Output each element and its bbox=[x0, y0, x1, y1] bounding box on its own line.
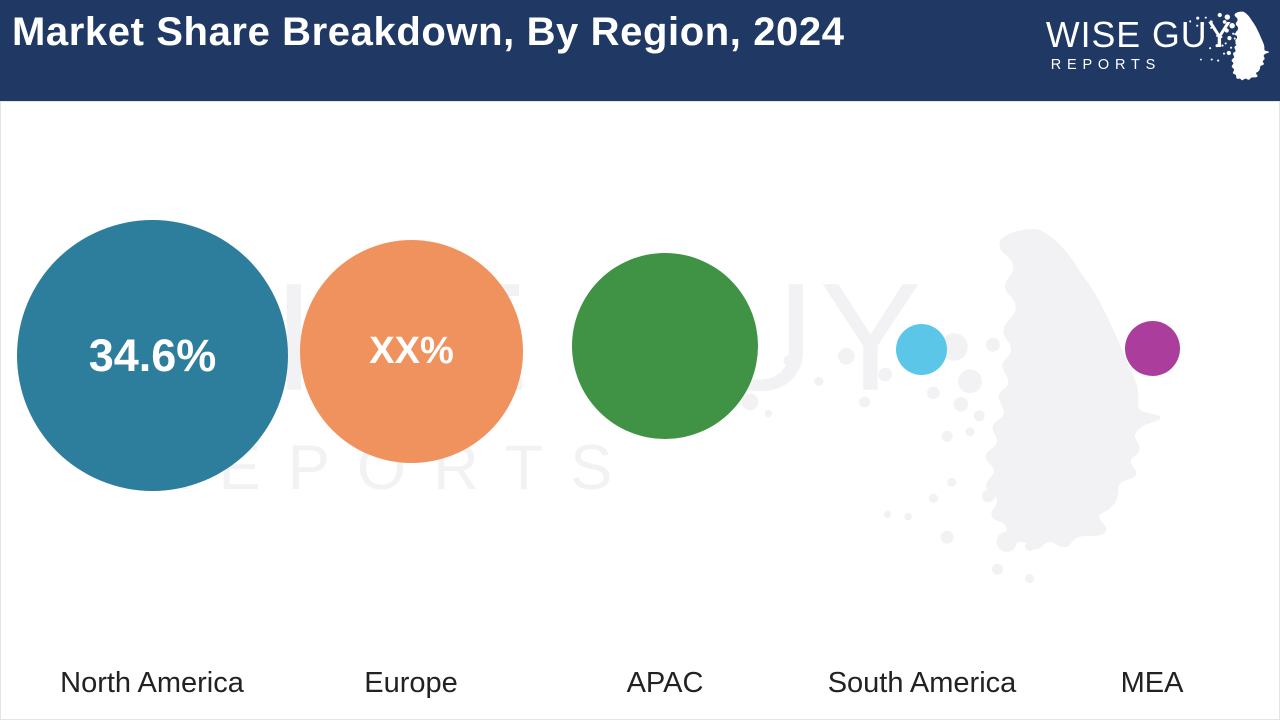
svg-text:REPORTS: REPORTS bbox=[1051, 57, 1161, 73]
svg-text:WISE GUY: WISE GUY bbox=[1046, 15, 1233, 55]
